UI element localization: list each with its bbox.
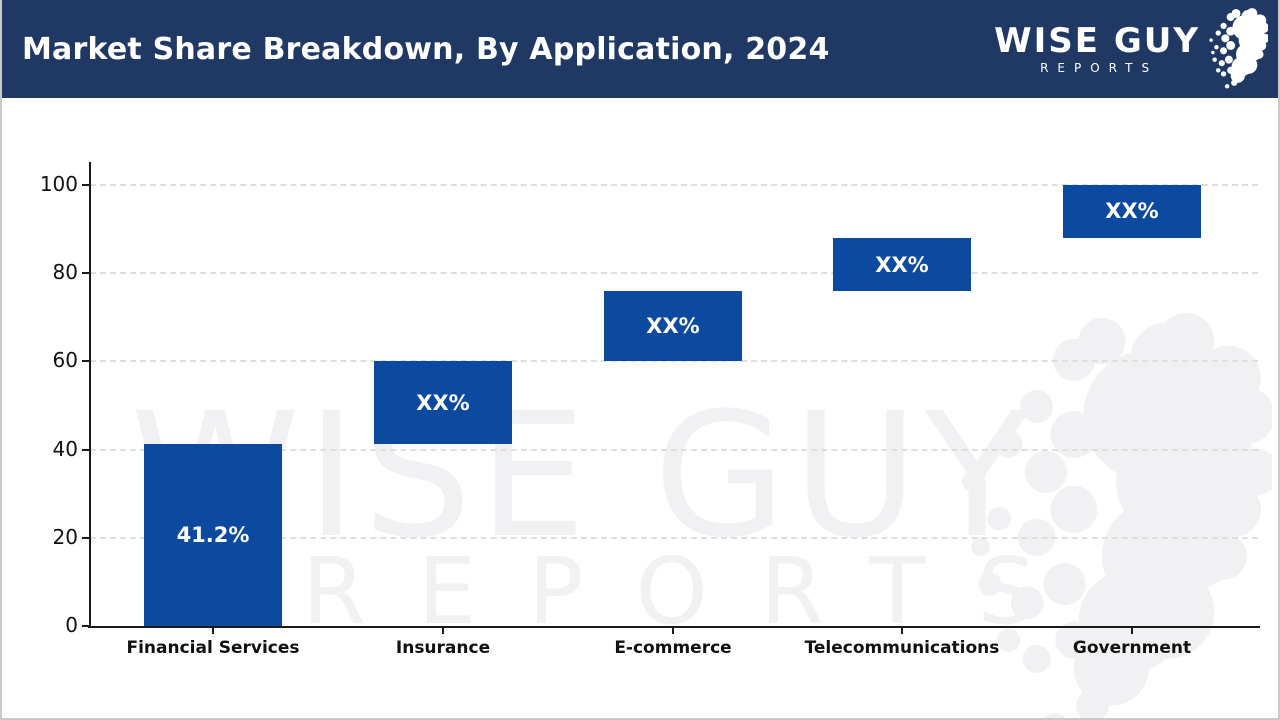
- header-bar: Market Share Breakdown, By Application, …: [2, 0, 1278, 98]
- y-tick-label: 40: [52, 436, 78, 461]
- x-tick-mark: [212, 628, 214, 634]
- bar-value-label: XX%: [1105, 199, 1159, 224]
- brand-logo: WISE GUY REPORTS: [994, 8, 1268, 90]
- x-tick-mark: [442, 628, 444, 634]
- watermark-text-2: REPORTS: [302, 538, 1088, 645]
- bar-value-label: XX%: [416, 390, 470, 415]
- bar-value-label: XX%: [875, 252, 929, 277]
- x-category-label: E-commerce: [614, 638, 732, 658]
- x-tick-mark: [672, 628, 674, 634]
- y-tick-label: 100: [39, 172, 78, 196]
- y-tick-label: 20: [52, 524, 78, 549]
- gridline: [90, 184, 1258, 186]
- y-tick-label: 60: [52, 348, 78, 373]
- bar-segment: XX%: [833, 237, 971, 292]
- x-tick-mark: [1131, 628, 1133, 634]
- brand-subtitle: REPORTS: [1040, 61, 1159, 75]
- brand-face-icon: [1209, 8, 1268, 89]
- chart-title: Market Share Breakdown, By Application, …: [22, 31, 830, 67]
- bar-value-label: 41.2%: [176, 523, 250, 548]
- x-axis-line: [88, 626, 1260, 628]
- y-tick-mark: [82, 272, 90, 275]
- x-category-label: Insurance: [395, 638, 491, 658]
- y-tick-mark: [82, 360, 90, 363]
- bar-segment: XX%: [604, 291, 742, 361]
- gridline: [90, 272, 1258, 275]
- y-axis-line: [89, 162, 91, 628]
- bar-value-label: XX%: [646, 314, 700, 339]
- x-category-label: Government: [1072, 638, 1192, 658]
- brand-name: WISE GUY: [994, 21, 1200, 61]
- y-tick-label: 80: [52, 260, 78, 285]
- bar-segment: 41.2%: [144, 444, 282, 626]
- gridline: [90, 448, 1258, 451]
- x-tick-mark: [901, 628, 903, 634]
- x-category-label: Financial Services: [126, 638, 300, 658]
- gridline: [90, 360, 1258, 363]
- gridline: [90, 536, 1258, 539]
- y-tick-mark: [82, 625, 90, 627]
- y-tick-mark: [82, 184, 90, 186]
- y-tick-label: 0: [65, 613, 78, 637]
- watermark-face-icon: [961, 313, 1272, 718]
- bar-segment: XX%: [1063, 185, 1201, 238]
- brand-logo-text: WISE GUY REPORTS: [994, 24, 1200, 74]
- x-category-label: Telecommunications: [804, 638, 1000, 658]
- bar-segment: XX%: [374, 360, 512, 445]
- chart-plot-area: WISE GUY REPORTS 0 20 40 60 80 100 41.2% Financ…: [2, 98, 1278, 718]
- y-tick-mark: [82, 536, 90, 539]
- y-tick-mark: [82, 448, 90, 451]
